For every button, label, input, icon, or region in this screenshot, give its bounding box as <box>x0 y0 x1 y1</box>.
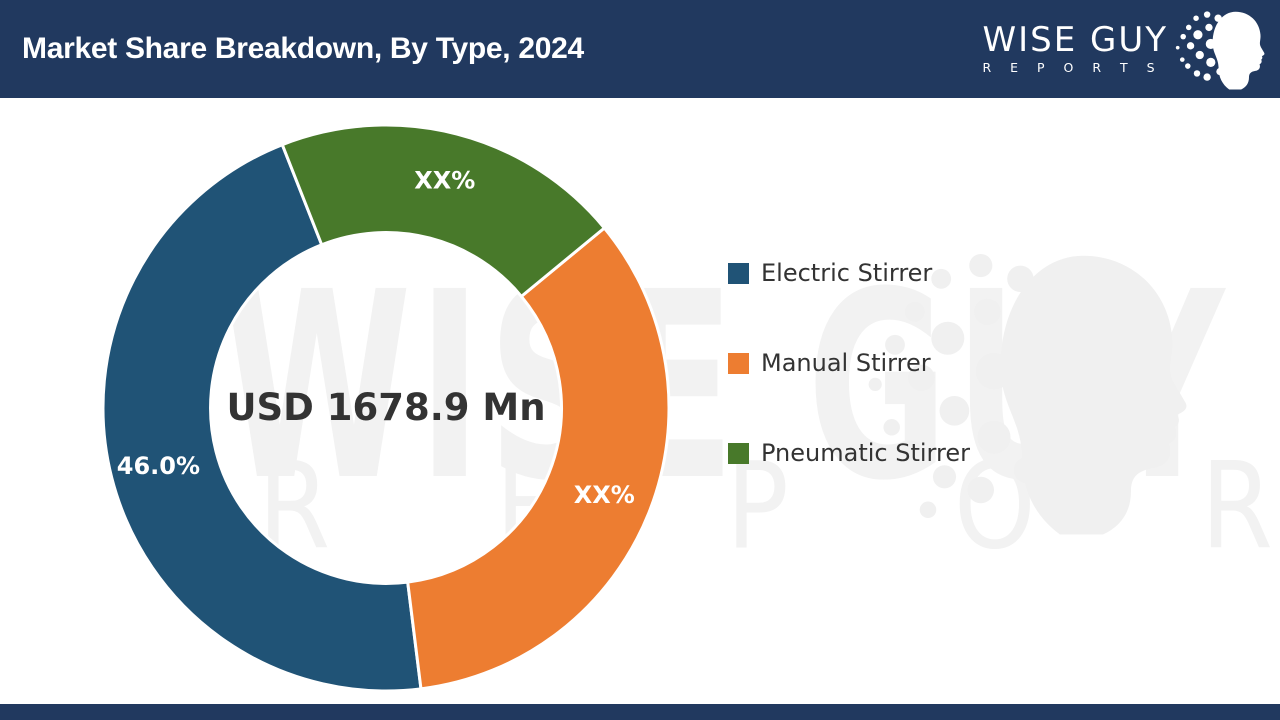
footer-bar <box>0 704 1280 720</box>
legend-swatch-icon <box>728 352 749 374</box>
donut-segment-pneumatic-stirrer <box>280 123 606 298</box>
segment-percent-label: XX% <box>574 481 635 509</box>
logo-face-icon <box>1175 10 1265 90</box>
chart-center-value: USD 1678.9 Mn <box>226 386 546 429</box>
legend-item-pneumatic-stirrer: Pneumatic Stirrer <box>728 439 970 467</box>
page-title: Market Share Breakdown, By Type, 2024 <box>22 32 584 65</box>
legend-swatch-icon <box>728 442 749 464</box>
header-bar: Market Share Breakdown, By Type, 2024 WI… <box>0 0 1280 98</box>
watermark-face-icon <box>868 254 1187 535</box>
chart-legend: Electric Stirrer Manual Stirrer Pneumatic … <box>728 259 970 530</box>
segment-percent-label: XX% <box>414 167 475 195</box>
legend-item-electric-stirrer: Electric Stirrer <box>728 259 970 287</box>
segment-percent-label: 46.0% <box>117 452 200 480</box>
legend-item-manual-stirrer: Manual Stirrer <box>728 349 970 377</box>
donut-segment-electric-stirrer <box>101 143 423 693</box>
legend-label: Electric Stirrer <box>761 259 933 287</box>
donut-chart: 46.0% XX% XX% <box>101 123 671 693</box>
legend-label: Pneumatic Stirrer <box>761 439 970 467</box>
wiseguy-logo: WISE GUY R E P O R T S <box>982 9 1266 90</box>
legend-label: Manual Stirrer <box>761 349 931 377</box>
chart-area: WISE GUY R E P O R T S 46.0%XX%XX% USD 1… <box>0 98 1280 704</box>
donut-segment-manual-stirrer <box>406 226 671 691</box>
legend-swatch-icon <box>728 262 749 284</box>
logo-wordmark-line2: R E P O R T S <box>982 60 1163 76</box>
logo-wordmark: WISE GUY R E P O R T S <box>982 19 1168 76</box>
logo-wordmark-line1: WISE GUY <box>982 19 1168 60</box>
